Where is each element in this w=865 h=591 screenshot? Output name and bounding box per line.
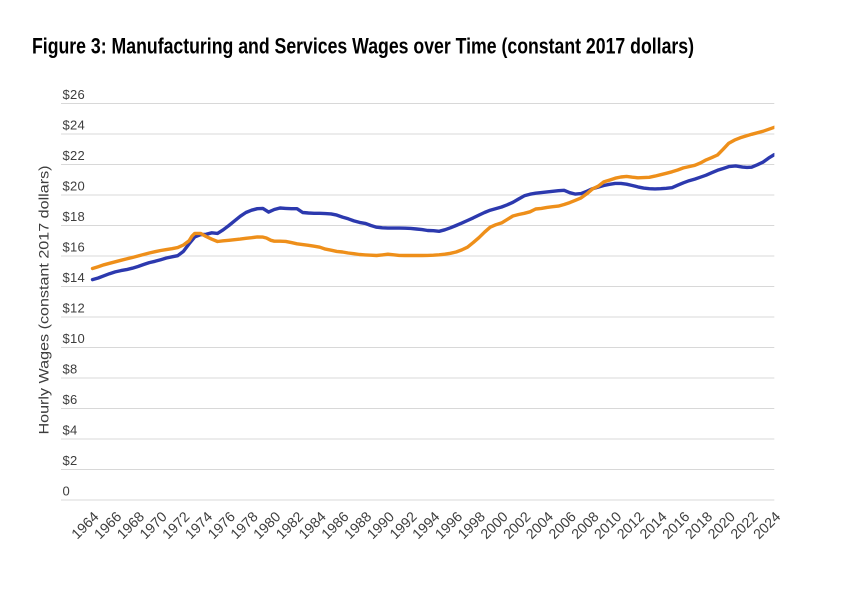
svg-text:$26: $26 [63, 87, 86, 102]
svg-text:Hourly Wages (constant 2017 do: Hourly Wages (constant 2017 dollars) [37, 166, 52, 435]
svg-text:$4: $4 [63, 422, 78, 437]
svg-text:$18: $18 [63, 209, 86, 224]
svg-text:$6: $6 [63, 392, 78, 407]
svg-text:0: 0 [63, 483, 71, 498]
svg-text:$14: $14 [63, 270, 86, 285]
svg-text:$20: $20 [63, 178, 86, 193]
svg-text:$2: $2 [63, 453, 78, 468]
svg-text:$8: $8 [63, 361, 78, 376]
svg-text:$22: $22 [63, 148, 86, 163]
svg-text:$10: $10 [63, 331, 86, 346]
svg-text:Figure 3: Manufacturing and Se: Figure 3: Manufacturing and Services Wag… [32, 34, 694, 59]
svg-text:$24: $24 [63, 117, 86, 132]
svg-text:$16: $16 [63, 239, 86, 254]
svg-text:$12: $12 [63, 300, 86, 315]
